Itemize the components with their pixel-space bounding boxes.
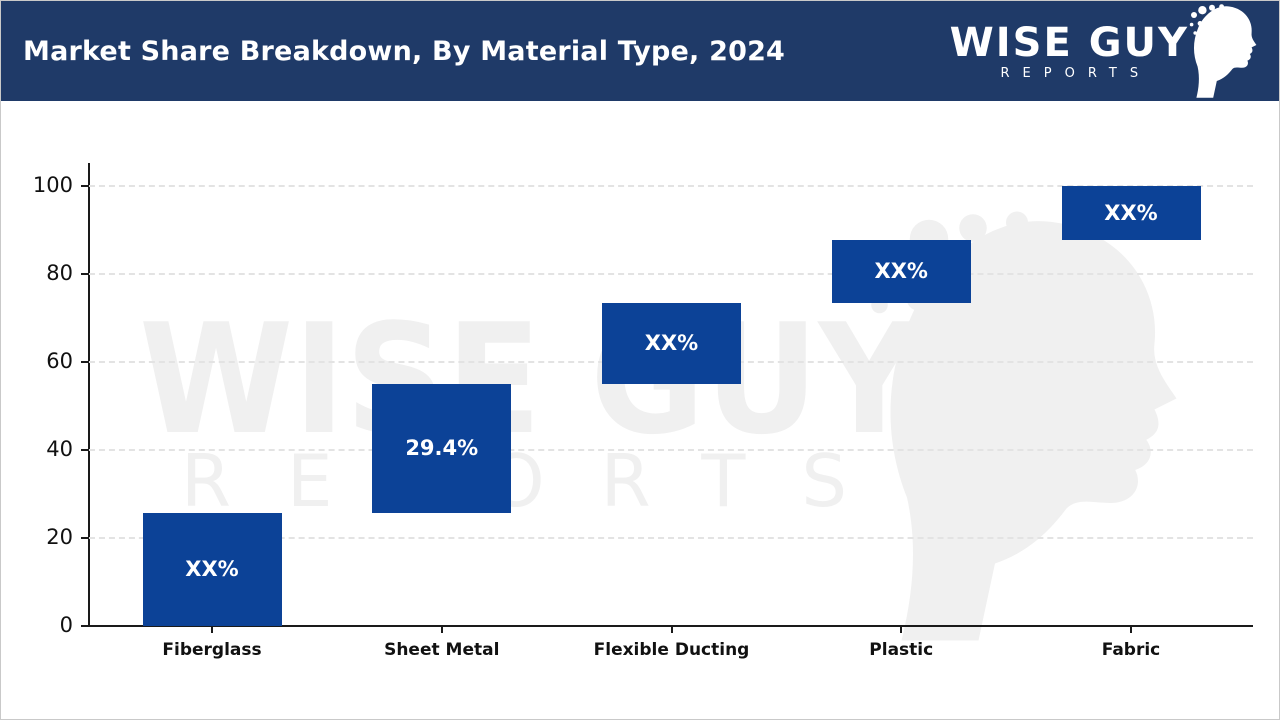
y-tick-mark-60 <box>81 361 88 363</box>
y-tick-mark-20 <box>81 537 88 539</box>
x-tick-mark-2 <box>670 627 673 633</box>
watermark-wordmark: WISE GUY <box>139 291 920 468</box>
x-category-label: Fiberglass <box>162 640 262 660</box>
gridline-20 <box>89 537 1253 539</box>
logo-wordmark: WISE GUY <box>949 19 1189 66</box>
x-tick-mark-0 <box>211 627 213 633</box>
y-tick-mark-80 <box>81 273 88 275</box>
y-tick-mark-40 <box>81 449 88 451</box>
watermark-subtitle: REPORTS <box>181 439 904 523</box>
y-tick-label-100: 100 <box>32 173 73 197</box>
y-tick-label-40: 40 <box>46 437 73 461</box>
gridline-80 <box>89 273 1253 275</box>
bar-fiberglass: XX% <box>142 512 282 626</box>
bar-value-label: XX% <box>644 331 699 356</box>
bar-value-label: 29.4% <box>405 436 479 461</box>
x-tick-mark-1 <box>440 627 443 633</box>
bar-sheet-metal: 29.4% <box>372 383 512 513</box>
x-category-label: Flexible Ducting <box>593 640 750 660</box>
logo-subtitle: REPORTS <box>1000 65 1152 81</box>
y-tick-label-0: 0 <box>59 613 73 637</box>
y-tick-mark-0 <box>81 625 88 627</box>
header: Market Share Breakdown, By Material Type… <box>1 1 1279 101</box>
x-axis <box>88 625 1253 627</box>
y-tick-mark-100 <box>81 185 88 187</box>
bar-value-label: XX% <box>874 259 928 284</box>
logo-text: WISE GUY REPORTS <box>950 23 1189 80</box>
gridline-100 <box>89 185 1253 187</box>
gridline-40 <box>89 449 1253 451</box>
logo: WISE GUY REPORTS <box>950 3 1263 99</box>
x-category-label: Sheet Metal <box>384 640 500 660</box>
y-tick-label-20: 20 <box>46 525 73 549</box>
chart-area: WISE GUY REPORTS 0 20 40 60 80 100 XX% Fibergla… <box>1 101 1279 719</box>
x-tick-mark-4 <box>1130 627 1132 633</box>
y-axis <box>88 163 90 627</box>
bar-value-label: XX% <box>1104 200 1158 225</box>
x-tick-mark-3 <box>900 627 903 633</box>
y-tick-label-60: 60 <box>46 349 73 373</box>
x-category-label: Fabric <box>1101 640 1161 660</box>
page-title: Market Share Breakdown, By Material Type… <box>23 35 786 67</box>
bar-value-label: XX% <box>185 557 239 582</box>
x-category-label: Plastic <box>869 640 934 660</box>
bar-fabric: XX% <box>1061 186 1201 240</box>
y-tick-label-80: 80 <box>46 261 73 285</box>
bar-flexible-ducting: XX% <box>602 302 741 384</box>
bar-plastic: XX% <box>831 239 971 303</box>
